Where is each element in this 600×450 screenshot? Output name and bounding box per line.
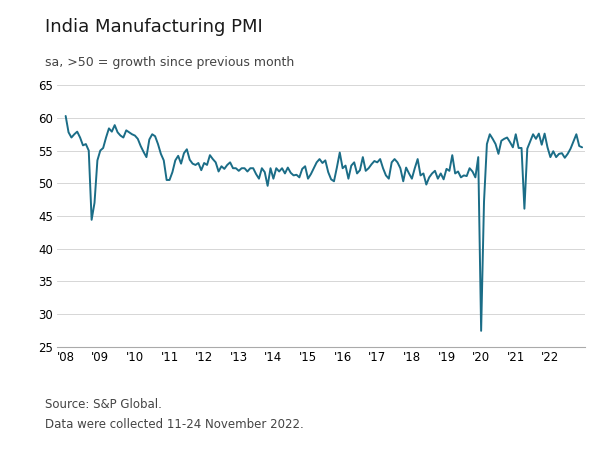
Text: India Manufacturing PMI: India Manufacturing PMI xyxy=(45,18,263,36)
Text: sa, >50 = growth since previous month: sa, >50 = growth since previous month xyxy=(45,56,294,69)
Text: Data were collected 11-24 November 2022.: Data were collected 11-24 November 2022. xyxy=(45,418,304,431)
Text: Source: S&P Global.: Source: S&P Global. xyxy=(45,398,162,411)
